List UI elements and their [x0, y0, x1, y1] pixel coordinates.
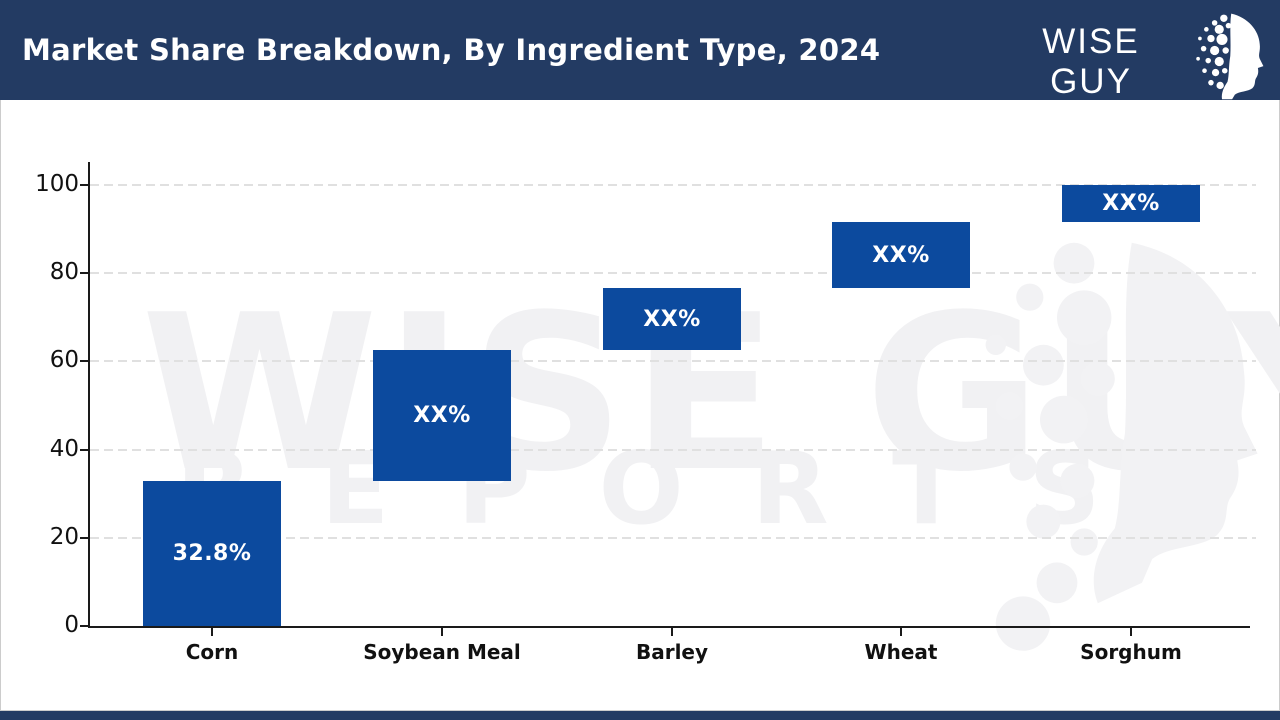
y-tick-mark — [80, 184, 89, 186]
wise-guy-logo: WISE GUY R E P O R T S — [1012, 8, 1264, 132]
logo-wordmark: WISE GUY — [1042, 22, 1140, 101]
y-tick-mark — [80, 625, 89, 627]
y-tick-label: 100 — [35, 171, 79, 197]
y-tick-label: 20 — [49, 523, 79, 550]
logo-face-icon — [1196, 13, 1264, 100]
watermark-reports: REPORTS — [176, 430, 1169, 547]
y-tick-mark — [80, 272, 89, 275]
x-tick-mark — [441, 628, 443, 636]
x-tick-label-sorghum: Sorghum — [1080, 640, 1182, 664]
bar-value-label: XX% — [413, 403, 471, 429]
y-tick-mark — [80, 360, 89, 363]
bar-soybean-meal: XX% — [373, 350, 511, 482]
bar-sorghum: XX% — [1062, 185, 1200, 223]
y-axis-line — [88, 162, 90, 628]
bar-value-label: 32.8% — [172, 541, 252, 567]
gridline-y-80 — [90, 272, 1256, 275]
gridline-y-100 — [90, 184, 1256, 186]
x-tick-mark — [1130, 628, 1132, 636]
gridline-y-40 — [90, 448, 1256, 451]
x-tick-label-wheat: Wheat — [864, 640, 938, 664]
gridline-y-20 — [90, 536, 1256, 539]
x-tick-mark — [900, 628, 902, 636]
y-tick-mark — [80, 536, 89, 539]
bar-wheat: XX% — [832, 222, 970, 289]
bar-value-label: XX% — [1102, 191, 1160, 217]
bar-value-label: XX% — [872, 242, 930, 268]
bar-value-label: XX% — [643, 306, 701, 332]
y-tick-label: 40 — [49, 435, 79, 462]
x-axis-line — [88, 626, 1250, 628]
x-tick-label-soybean-meal: Soybean Meal — [363, 640, 521, 664]
y-tick-label: 60 — [49, 347, 79, 374]
y-tick-mark — [80, 448, 89, 451]
chart-title: Market Share Breakdown, By Ingredient Ty… — [22, 33, 881, 67]
bar-corn: 32.8% — [143, 481, 281, 626]
footer-bar — [0, 710, 1280, 720]
bar-barley: XX% — [603, 288, 741, 351]
header-bar: Market Share Breakdown, By Ingredient Ty… — [0, 0, 1280, 132]
x-tick-mark — [211, 628, 213, 636]
x-tick-label-corn: Corn — [185, 640, 239, 664]
y-tick-label: 80 — [49, 259, 79, 286]
chart-area: WISE GUY REPORTS 0 20 40 60 80 100 32.8% Corn X… — [0, 100, 1280, 710]
x-tick-label-barley: Barley — [635, 640, 709, 664]
gridline-y-60 — [90, 360, 1256, 363]
x-tick-mark — [671, 628, 673, 636]
y-tick-label: 0 — [64, 612, 79, 638]
